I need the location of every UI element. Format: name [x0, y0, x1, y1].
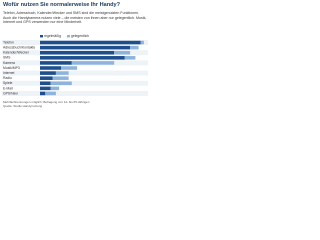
bar: [50, 86, 60, 91]
bar: [140, 40, 144, 45]
bar: [45, 91, 56, 96]
bar: [40, 56, 125, 60]
bar: [114, 50, 131, 55]
y-tick-label: Musik/MP3: [3, 66, 20, 70]
y-tick-label: E-Mail: [3, 86, 13, 90]
y-tick-label: Telefon: [3, 40, 14, 44]
legend-label: gelegentlich: [71, 34, 89, 38]
row-band: [2, 80, 148, 86]
bar: [40, 91, 46, 96]
y-tick-label: Radio: [3, 76, 12, 80]
y-tick-label: Adressbuch/Kontakte: [3, 46, 35, 50]
chart-subtitle: Telefon, Adressbuch, Kalender/Wecker und…: [3, 11, 147, 25]
bar: [40, 40, 141, 45]
y-tick-label: Kalender/Wecker: [3, 51, 30, 55]
row-band: [2, 85, 148, 91]
bar: [55, 71, 69, 75]
row-band: [2, 90, 148, 96]
footnote: Quelle: Studie Handynutzung: [3, 104, 43, 108]
bar: [40, 66, 62, 70]
chart: regelmäßig gelegentlich Telefon Adressbuch/…: [2, 34, 148, 96]
footnotes: Mehrfachnennungen möglich; Befragung von…: [3, 100, 147, 108]
bar: [50, 81, 72, 86]
bar: [40, 50, 115, 55]
bar: [124, 56, 136, 60]
row-band: [2, 75, 148, 81]
footnote: Mehrfachnennungen möglich; Befragung von…: [3, 100, 90, 104]
bar: [40, 71, 56, 75]
legend-swatch: [66, 35, 70, 38]
bar: [40, 45, 131, 50]
y-tick-label: Kamera: [3, 61, 15, 65]
bar: [40, 76, 53, 80]
legend-swatch: [40, 35, 43, 38]
bar: [40, 86, 51, 91]
y-tick-label: Spiele: [3, 81, 13, 85]
bar: [61, 66, 78, 70]
bar: [130, 45, 139, 50]
legend-label: regelmäßig: [44, 34, 61, 38]
page: {"chart_data": {"type": "bar", "title": …: [0, 0, 150, 118]
row-band: [2, 70, 148, 76]
bar: [52, 76, 69, 80]
y-tick-label: GPS/Navi: [3, 91, 18, 95]
bar: [40, 61, 72, 65]
y-tick-label: SMS: [3, 56, 11, 60]
chart-title: Wofür nutzen Sie normalerweise Ihr Handy…: [3, 2, 121, 8]
bar: [40, 81, 51, 86]
y-tick-label: Internet: [3, 71, 15, 75]
bar: [71, 61, 115, 65]
